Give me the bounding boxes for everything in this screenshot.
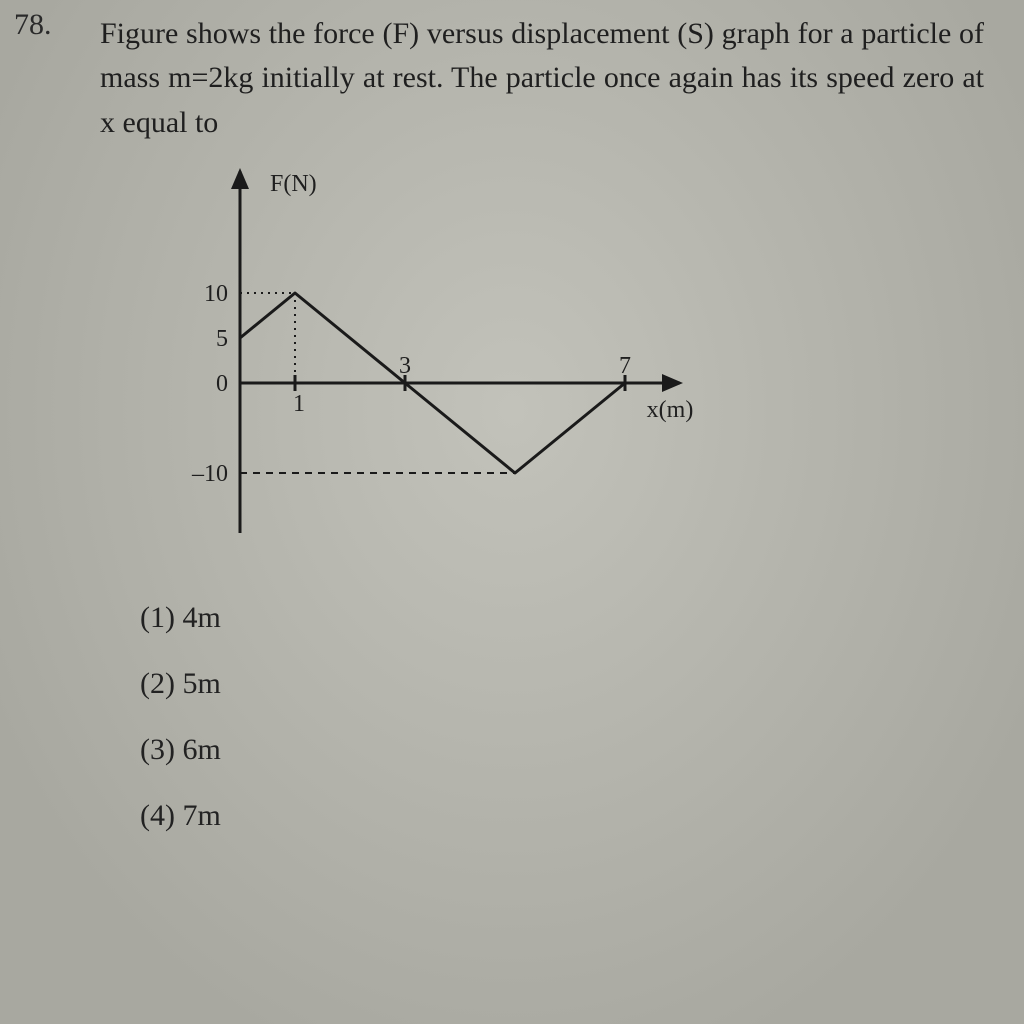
option-label: 6m bbox=[182, 733, 220, 766]
question-text: Figure shows the force (F) versus displa… bbox=[100, 12, 984, 145]
force-displacement-chart: –10 0 5 10 1 3 7 F(N) x(m) bbox=[150, 163, 984, 548]
svg-text:3: 3 bbox=[399, 353, 411, 379]
option-2: (2) 5m bbox=[140, 654, 984, 714]
option-4: (4) 7m bbox=[140, 786, 984, 846]
option-num: (4) bbox=[140, 799, 175, 832]
question-number: 78. bbox=[14, 8, 52, 42]
page: 78. Figure shows the force (F) versus di… bbox=[0, 0, 1024, 1024]
chart-svg: –10 0 5 10 1 3 7 F(N) x(m) bbox=[150, 163, 710, 543]
svg-text:x(m): x(m) bbox=[647, 397, 694, 423]
svg-text:F(N): F(N) bbox=[270, 171, 317, 197]
option-num: (1) bbox=[140, 601, 175, 634]
option-1: (1) 4m bbox=[140, 588, 984, 648]
option-label: 4m bbox=[182, 601, 220, 634]
option-label: 5m bbox=[182, 667, 220, 700]
option-label: 7m bbox=[182, 799, 220, 832]
svg-text:10: 10 bbox=[204, 281, 228, 307]
svg-text:0: 0 bbox=[216, 371, 228, 397]
svg-text:7: 7 bbox=[619, 353, 631, 379]
option-3: (3) 6m bbox=[140, 720, 984, 780]
option-num: (3) bbox=[140, 733, 175, 766]
svg-text:5: 5 bbox=[216, 326, 228, 352]
option-num: (2) bbox=[140, 667, 175, 700]
svg-text:1: 1 bbox=[293, 391, 305, 417]
answer-options: (1) 4m (2) 5m (3) 6m (4) 7m bbox=[140, 588, 984, 846]
svg-text:–10: –10 bbox=[191, 461, 228, 487]
